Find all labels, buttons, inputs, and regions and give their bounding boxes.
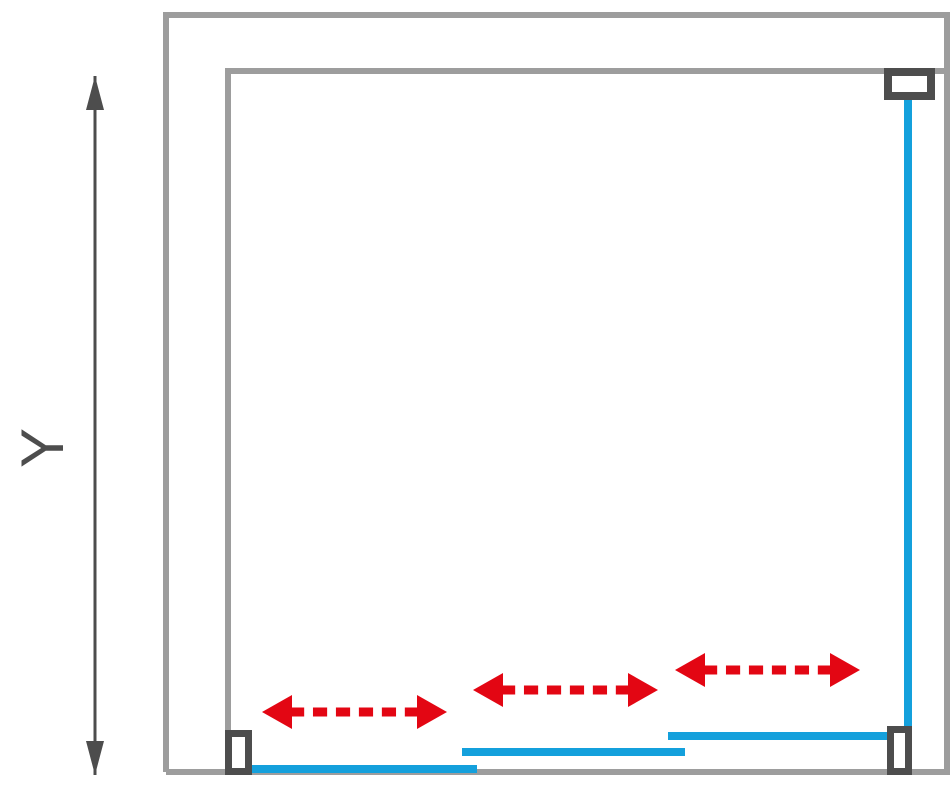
top-right-roller-bracket — [884, 68, 935, 100]
wall-frames-group — [163, 12, 950, 775]
motion-arrow-1-dash — [404, 707, 419, 717]
motion-arrow-3-dash — [725, 665, 741, 675]
motion-arrow-1-right-head — [417, 695, 447, 729]
motion-arrow-1-dash — [312, 707, 328, 717]
motion-arrow-3-dash — [748, 665, 764, 675]
bottom-left-guide-bracket — [225, 730, 252, 775]
motion-arrow-2-dash — [592, 685, 608, 695]
motion-arrow-2-right-head — [628, 673, 658, 707]
motion-arrow-3-right-head — [830, 653, 860, 687]
motion-arrow-1-dash — [335, 707, 351, 717]
y-dimension-arrowhead-bottom — [86, 741, 104, 775]
motion-arrow-3-dash — [817, 665, 832, 675]
bottom-right-guide-bracket — [887, 726, 912, 775]
motion-arrow-3-dash — [794, 665, 810, 675]
motion-arrow-1-dash — [290, 707, 305, 717]
motion-arrow-1-dash — [381, 707, 397, 717]
motion-arrow-1 — [262, 695, 447, 729]
motion-arrow-2-left-head — [473, 673, 503, 707]
y-dimension-arrowhead-top — [86, 76, 104, 110]
motion-arrow-2-dash — [569, 685, 585, 695]
y-dimension-group: Y — [9, 76, 104, 775]
motion-arrow-3-left-head — [675, 653, 705, 687]
motion-arrow-2-dash — [615, 685, 630, 695]
motion-arrow-2-dash — [546, 685, 562, 695]
motion-arrow-1-left-head — [262, 695, 292, 729]
motion-arrows-group — [262, 653, 860, 729]
motion-arrow-3-dash — [771, 665, 787, 675]
motion-arrow-1-dash — [358, 707, 374, 717]
motion-arrow-2-dash — [501, 685, 516, 695]
motion-arrow-3 — [675, 653, 860, 687]
brackets-group — [225, 68, 935, 775]
y-dimension-label: Y — [9, 428, 76, 468]
glass-panels-group — [252, 100, 912, 773]
motion-arrow-3-dash — [703, 665, 718, 675]
inner-wall-frame — [225, 68, 950, 775]
outer-wall-frame — [163, 12, 950, 775]
motion-arrow-2-dash — [523, 685, 539, 695]
motion-arrow-2 — [473, 673, 658, 707]
